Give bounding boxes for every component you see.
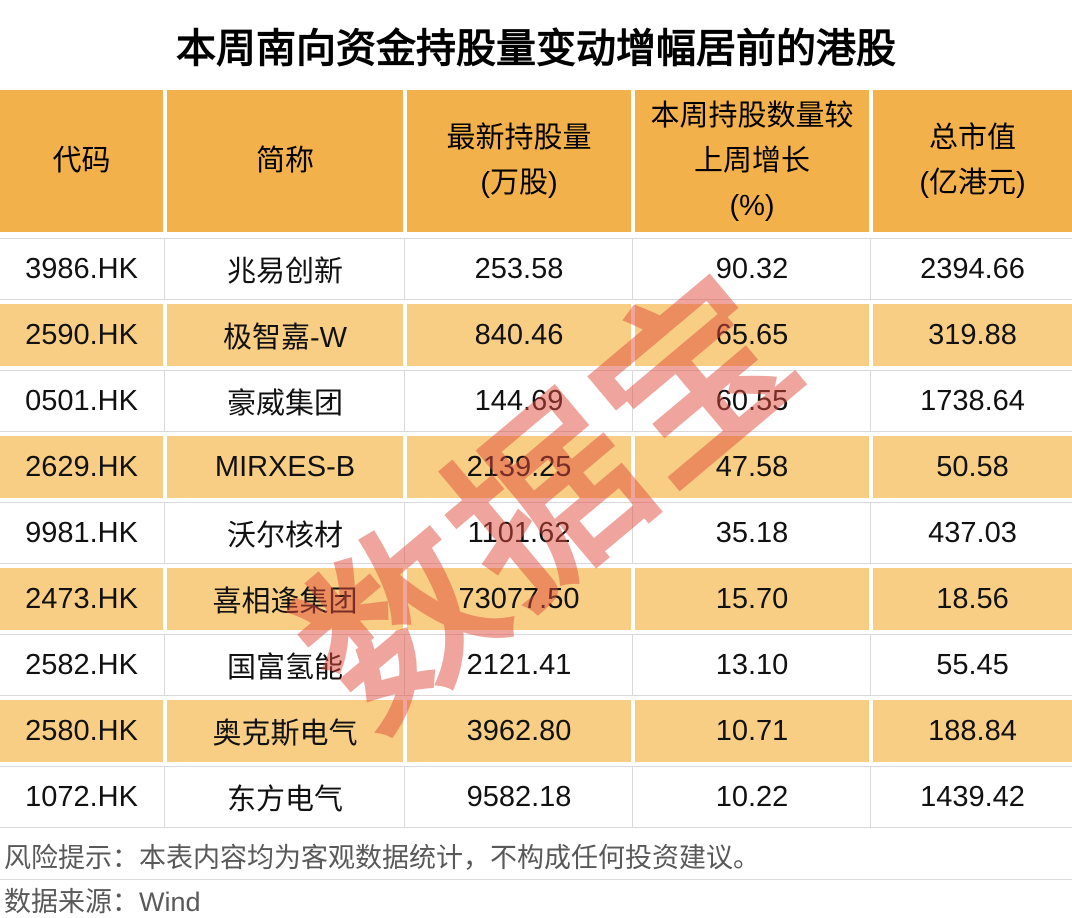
- header-cell-name: 简称: [167, 90, 403, 232]
- risk-disclaimer: 风险提示：本表内容均为客观数据统计，不构成任何投资建议。: [0, 832, 1072, 879]
- cell-code: 2629.HK: [0, 436, 163, 498]
- cell-cap: 50.58: [873, 436, 1072, 498]
- cell-holding: 144.69: [407, 370, 633, 432]
- cell-cap: 2394.66: [873, 239, 1072, 299]
- cell-code: 2580.HK: [0, 700, 163, 762]
- cell-code: 2582.HK: [0, 634, 165, 696]
- header-cell-holding: 最新持股量 (万股): [407, 90, 631, 232]
- cell-code: 9981.HK: [0, 502, 165, 564]
- table-row: 2580.HK 奥克斯电气 3962.80 10.71 188.84: [0, 700, 1072, 762]
- cell-holding: 1101.62: [407, 502, 633, 564]
- table-row: 0501.HK 豪威集团 144.69 60.55 1738.64: [0, 370, 1072, 432]
- header-label: 简称: [255, 144, 314, 177]
- header-label: 总市值: [928, 122, 1016, 154]
- cell-name: 沃尔核材: [167, 502, 405, 564]
- cell-cap: 18.56: [873, 568, 1072, 630]
- cell-code: 1072.HK: [0, 766, 165, 828]
- cell-holding: 73077.50: [407, 568, 631, 630]
- header-cell-growth: 本周持股数量较 上周增长 (%): [635, 90, 869, 232]
- cell-holding: 9582.18: [407, 766, 633, 828]
- header-label: 本周持股数量较: [650, 99, 854, 132]
- header-cell-cap: 总市值 (亿港元): [873, 90, 1072, 232]
- cell-growth: 90.32: [635, 238, 871, 300]
- cell-growth: 13.10: [635, 634, 871, 696]
- table-row: 2590.HK 极智嘉-W 840.46 65.65 319.88: [0, 304, 1072, 366]
- cell-cap: 188.84: [873, 700, 1072, 762]
- cell-cap: 437.03: [873, 503, 1072, 563]
- risk-disclaimer-text: 风险提示：本表内容均为客观数据统计，不构成任何投资建议。: [4, 843, 760, 873]
- cell-cap: 1439.42: [873, 767, 1072, 827]
- header-label: 最新持股量: [446, 122, 592, 154]
- cell-name: 兆易创新: [167, 238, 405, 300]
- table-row: 2629.HK MIRXES-B 2139.25 47.58 50.58: [0, 436, 1072, 498]
- header-label-unit: (亿港元): [919, 167, 1026, 199]
- table-body: 3986.HK 兆易创新 253.58 90.32 2394.66 2590.H…: [0, 238, 1072, 828]
- table-row: 3986.HK 兆易创新 253.58 90.32 2394.66: [0, 238, 1072, 300]
- cell-cap: 1738.64: [873, 371, 1072, 431]
- cell-cap: 55.45: [873, 635, 1072, 695]
- data-source-text: 数据来源：Wind: [4, 886, 201, 917]
- cell-holding: 2121.41: [407, 634, 633, 696]
- cell-name: 喜相逢集团: [167, 568, 403, 630]
- cell-growth: 35.18: [635, 502, 871, 564]
- cell-code: 2590.HK: [0, 304, 163, 366]
- cell-growth: 10.71: [635, 700, 869, 762]
- table-row: 9981.HK 沃尔核材 1101.62 35.18 437.03: [0, 502, 1072, 564]
- data-source: 数据来源：Wind: [0, 879, 1072, 918]
- cell-code: 2473.HK: [0, 568, 163, 630]
- header-cell-code: 代码: [0, 90, 163, 232]
- header-label: 代码: [52, 144, 111, 177]
- cell-holding: 3962.80: [407, 700, 631, 762]
- cell-growth: 10.22: [635, 766, 871, 828]
- cell-growth: 60.55: [635, 370, 871, 432]
- header-label-unit: (万股): [480, 167, 558, 199]
- cell-holding: 253.58: [407, 238, 633, 300]
- cell-holding: 840.46: [407, 304, 631, 366]
- table-header-row: 代码 简称 最新持股量 (万股) 本周持股数量较 上周增长 (%) 总市值 (亿…: [0, 90, 1072, 232]
- table-row: 2473.HK 喜相逢集团 73077.50 15.70 18.56: [0, 568, 1072, 630]
- cell-name: 奥克斯电气: [167, 700, 403, 762]
- cell-code: 0501.HK: [0, 370, 165, 432]
- cell-name: MIRXES-B: [167, 436, 403, 498]
- cell-cap: 319.88: [873, 304, 1072, 366]
- header-label: 上周增长: [693, 144, 810, 177]
- cell-holding: 2139.25: [407, 436, 631, 498]
- cell-growth: 65.65: [635, 304, 869, 366]
- title-bar: 本周南向资金持股量变动增幅居前的港股: [0, 0, 1072, 90]
- header-label-unit: (%): [729, 189, 775, 222]
- table-row: 2582.HK 国富氢能 2121.41 13.10 55.45: [0, 634, 1072, 696]
- cell-name: 极智嘉-W: [167, 304, 403, 366]
- cell-name: 豪威集团: [167, 370, 405, 432]
- cell-name: 东方电气: [167, 766, 405, 828]
- page-title: 本周南向资金持股量变动增幅居前的港股: [176, 27, 896, 71]
- cell-growth: 47.58: [635, 436, 869, 498]
- table-row: 1072.HK 东方电气 9582.18 10.22 1439.42: [0, 766, 1072, 828]
- cell-name: 国富氢能: [167, 634, 405, 696]
- cell-code: 3986.HK: [0, 238, 165, 300]
- cell-growth: 15.70: [635, 568, 869, 630]
